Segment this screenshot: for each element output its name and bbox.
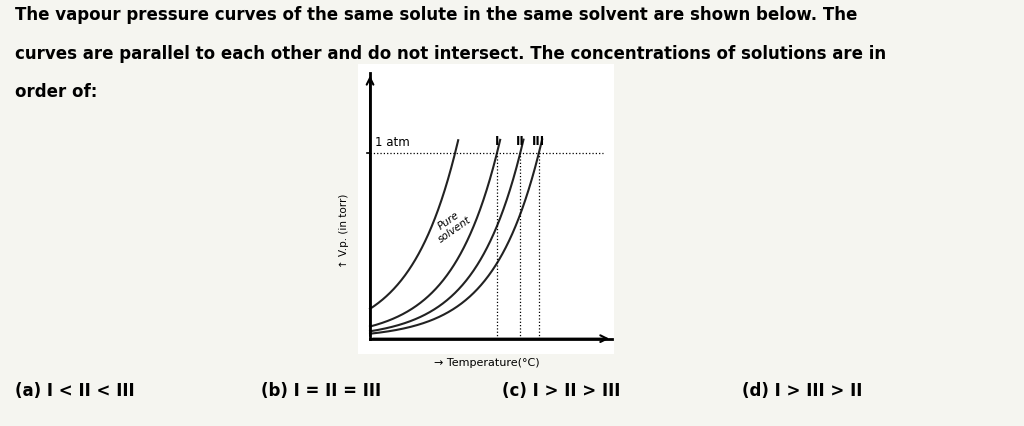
Text: (a) I < II < III: (a) I < II < III <box>15 383 135 400</box>
Text: (d) I > III > II: (d) I > III > II <box>742 383 863 400</box>
Text: (b) I = II = III: (b) I = II = III <box>261 383 381 400</box>
Text: ↑ V.p. (in torr): ↑ V.p. (in torr) <box>339 194 349 268</box>
Text: I: I <box>495 135 499 147</box>
Text: II: II <box>516 135 524 147</box>
Text: order of:: order of: <box>15 83 97 101</box>
Text: curves are parallel to each other and do not intersect. The concentrations of so: curves are parallel to each other and do… <box>15 45 887 63</box>
Text: (c) I > II > III: (c) I > II > III <box>502 383 621 400</box>
Text: The vapour pressure curves of the same solute in the same solvent are shown belo: The vapour pressure curves of the same s… <box>15 6 858 24</box>
Text: Pure
solvent: Pure solvent <box>430 205 473 245</box>
Text: III: III <box>532 135 546 147</box>
Text: 1 atm: 1 atm <box>375 136 410 149</box>
Text: → Temperature(°C): → Temperature(°C) <box>433 358 540 368</box>
